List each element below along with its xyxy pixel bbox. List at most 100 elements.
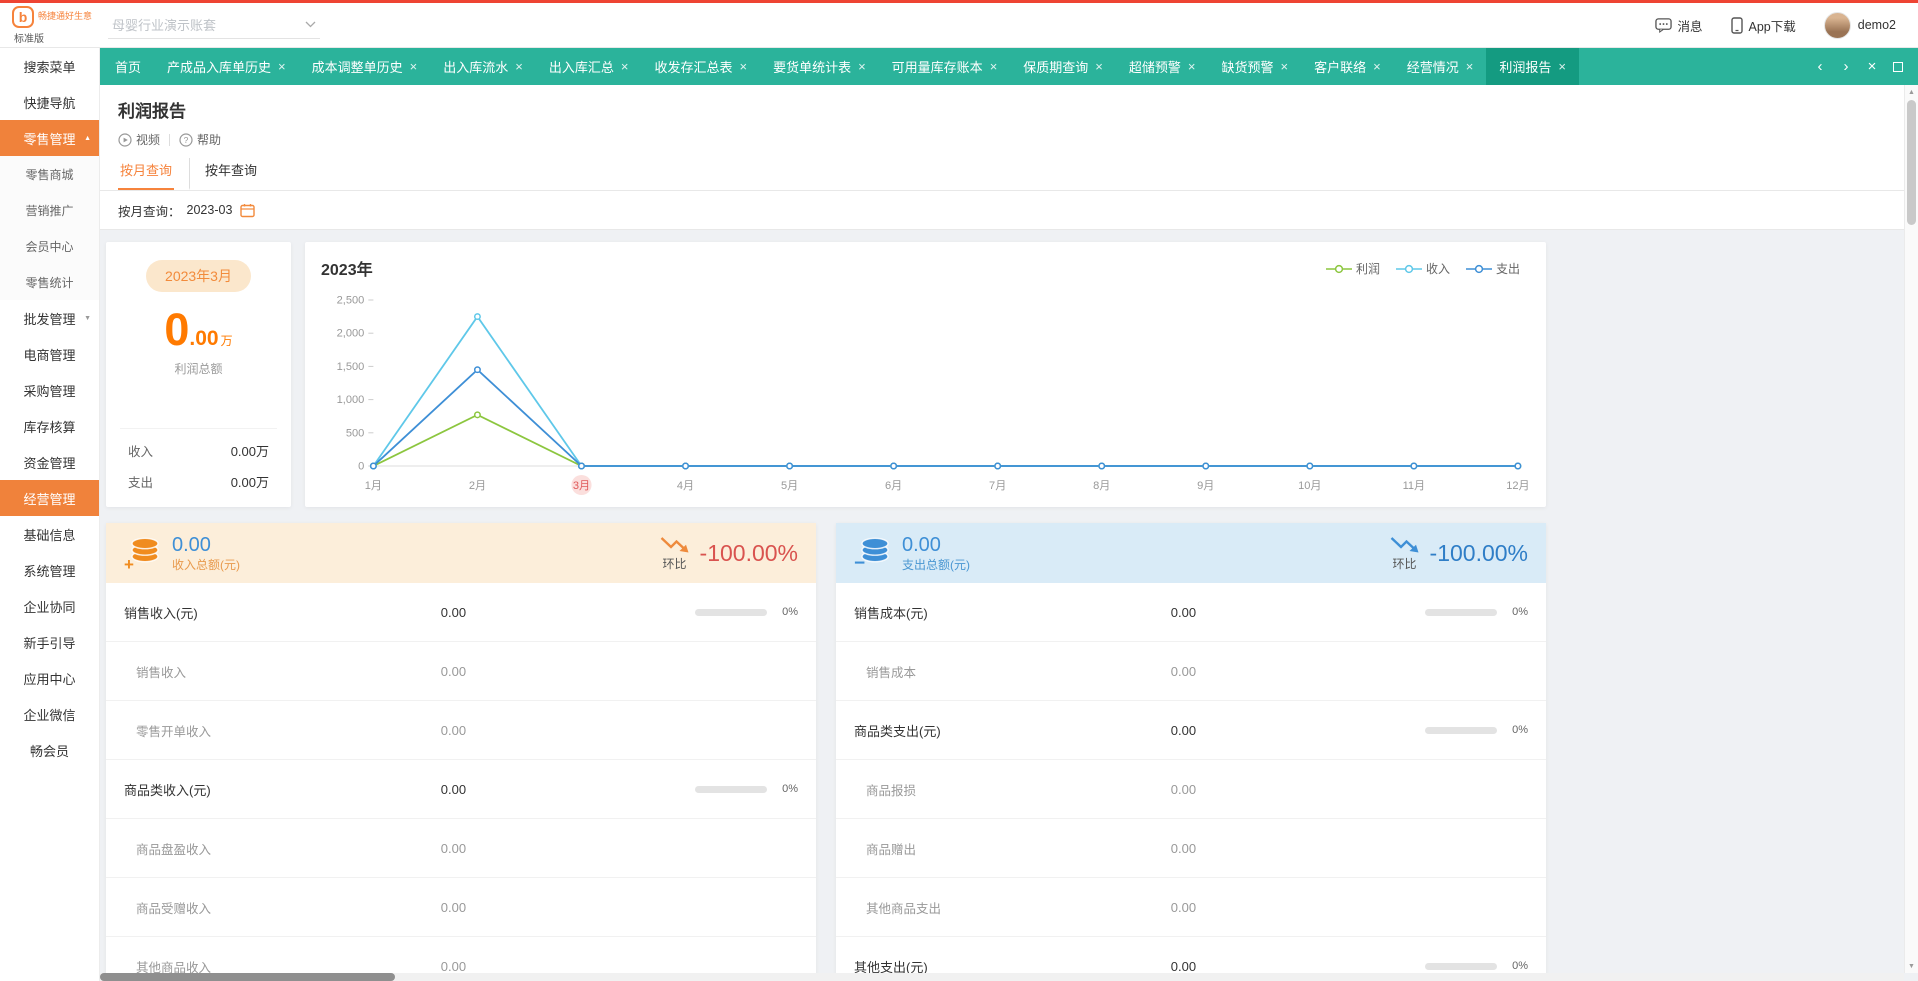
- query-tab-label: 按年查询: [205, 163, 258, 178]
- workspace-tab[interactable]: 要货单统计表 ×: [760, 48, 879, 85]
- sidebar-item-label: 企业微信: [23, 707, 76, 723]
- workspace-tab[interactable]: 超储预警 ×: [1116, 48, 1209, 85]
- legend-item[interactable]: 利润: [1325, 260, 1380, 277]
- tab-close-icon[interactable]: ×: [1558, 59, 1566, 74]
- tab-close-icon[interactable]: ×: [858, 59, 866, 74]
- sidebar-item[interactable]: 新手引导: [0, 624, 99, 660]
- tab-close-icon[interactable]: ×: [620, 59, 629, 74]
- tabs-scroll-right-icon[interactable]: ›: [1843, 58, 1849, 75]
- workspace-tab[interactable]: 出入库流水 ×: [430, 48, 536, 85]
- workspace-tab[interactable]: 收发存汇总表 ×: [641, 48, 760, 85]
- sidebar-item[interactable]: 畅会员: [0, 732, 99, 768]
- horizontal-scroll-thumb[interactable]: [100, 973, 395, 981]
- user-menu[interactable]: demo2: [1823, 11, 1896, 39]
- sidebar-item[interactable]: 零售商城: [0, 156, 99, 192]
- tab-label: 缺货预警: [1221, 60, 1274, 75]
- account-select[interactable]: 母婴行业演示账套: [108, 11, 320, 39]
- chevron-down-icon: [305, 21, 316, 28]
- workspace-tab[interactable]: 利润报告 ×: [1486, 48, 1579, 85]
- profit-total-unit: 万: [220, 334, 233, 349]
- tab-label: 超储预警: [1128, 60, 1181, 75]
- sidebar-item[interactable]: 应用中心: [0, 660, 99, 696]
- workspace-tab[interactable]: 产成品入库单历史 ×: [154, 48, 299, 85]
- sidebar-item[interactable]: 搜索菜单: [0, 48, 99, 84]
- brand-logo[interactable]: b 畅捷通好生意 标准版: [0, 5, 100, 45]
- query-tab[interactable]: 按月查询: [118, 158, 175, 190]
- tab-close-icon[interactable]: ×: [409, 59, 418, 74]
- date-filter-value[interactable]: 2023-03: [186, 203, 233, 218]
- tabs-scroll-left-icon[interactable]: ‹: [1817, 58, 1823, 75]
- row-value: 0.00: [1170, 899, 1197, 915]
- sidebar-item[interactable]: 库存核算: [0, 408, 99, 444]
- sidebar-item[interactable]: 电商管理: [0, 336, 99, 372]
- sidebar-item-label: 新手引导: [23, 635, 76, 651]
- tab-label: 成本调整单历史: [311, 60, 403, 75]
- tab-close-icon[interactable]: ×: [278, 59, 286, 74]
- tab-label: 保质期查询: [1023, 60, 1089, 75]
- tab-label: 收发存汇总表: [654, 60, 733, 75]
- help-link[interactable]: ? 帮助: [179, 131, 221, 148]
- progress-percent: 0%: [782, 606, 798, 619]
- income-total-value: 0.00: [172, 534, 211, 557]
- workspace-tab[interactable]: 客户联络 ×: [1301, 48, 1394, 85]
- sidebar-item[interactable]: 企业微信: [0, 696, 99, 732]
- sidebar-item[interactable]: 基础信息: [0, 516, 99, 552]
- legend-item[interactable]: 收入: [1395, 260, 1450, 277]
- vertical-scroll-thumb[interactable]: [1907, 100, 1916, 225]
- query-tab[interactable]: 按年查询: [189, 158, 259, 190]
- play-circle-icon: [118, 132, 132, 147]
- sidebar-item-label: 企业协同: [23, 599, 76, 615]
- svg-text:1,000: 1,000: [337, 394, 365, 406]
- video-link[interactable]: 视频: [118, 131, 160, 148]
- expense-total-value: 0.00: [902, 534, 941, 557]
- profit-report-page: 利润报告 视频 ? 帮助 按月查询: [100, 85, 1918, 981]
- vertical-scrollbar[interactable]: ▲ ▼: [1904, 85, 1918, 973]
- tab-close-icon[interactable]: ×: [515, 59, 523, 74]
- workspace-tab[interactable]: 首页: [102, 48, 154, 85]
- sidebar-item[interactable]: 批发管理 ▼: [0, 300, 99, 336]
- row-label: 销售成本: [866, 665, 917, 680]
- svg-text:5月: 5月: [781, 480, 798, 492]
- tab-close-icon[interactable]: ×: [1373, 59, 1381, 74]
- sidebar-item[interactable]: 采购管理: [0, 372, 99, 408]
- scroll-down-icon[interactable]: ▼: [1908, 962, 1915, 970]
- account-select-value: 母婴行业演示账套: [112, 18, 217, 33]
- row-label: 商品盘盈收入: [136, 842, 212, 857]
- workspace-tab[interactable]: 经营情况 ×: [1394, 48, 1487, 85]
- expense-detail-row: 商品类支出(元) 0.00 0%: [836, 701, 1546, 761]
- row-progress: 0%: [695, 783, 798, 795]
- tab-close-icon[interactable]: ×: [989, 59, 998, 74]
- sidebar-item[interactable]: 零售管理 ▲: [0, 120, 99, 156]
- app-download-button[interactable]: App下载: [1730, 16, 1796, 35]
- tab-close-icon[interactable]: ×: [1095, 59, 1103, 74]
- fullscreen-icon[interactable]: [1886, 55, 1910, 79]
- legend-item[interactable]: 支出: [1465, 260, 1520, 277]
- tab-close-icon[interactable]: ×: [1465, 59, 1474, 74]
- progress-bar: [1425, 962, 1497, 970]
- trend-down-icon: [1390, 536, 1420, 557]
- tab-close-icon[interactable]: ×: [1187, 59, 1196, 74]
- sidebar-item[interactable]: 企业协同: [0, 588, 99, 624]
- workspace-tab[interactable]: 保质期查询 ×: [1010, 48, 1116, 85]
- tab-close-icon[interactable]: ×: [739, 59, 748, 74]
- tab-close-icon[interactable]: ×: [1280, 59, 1289, 74]
- sidebar-item[interactable]: 快捷导航: [0, 84, 99, 120]
- messages-button[interactable]: 消息: [1654, 16, 1703, 35]
- workspace-tab[interactable]: 可用量库存账本 ×: [879, 48, 1011, 85]
- sidebar-item[interactable]: 经营管理: [0, 480, 99, 516]
- sidebar-item[interactable]: 资金管理: [0, 444, 99, 480]
- workspace-tab[interactable]: 成本调整单历史 ×: [299, 48, 431, 85]
- scroll-up-icon[interactable]: ▲: [1908, 88, 1915, 96]
- calendar-icon[interactable]: [240, 203, 256, 218]
- sidebar-item[interactable]: 营销推广: [0, 192, 99, 228]
- income-card: + 0.00 收入总额(元): [106, 523, 816, 981]
- horizontal-scrollbar[interactable]: [100, 973, 1904, 981]
- sidebar-item[interactable]: 会员中心: [0, 228, 99, 264]
- query-tab-label: 按月查询: [120, 163, 173, 178]
- workspace-tab[interactable]: 出入库汇总 ×: [536, 48, 642, 85]
- tabs-close-all-icon[interactable]: ×: [1867, 58, 1877, 75]
- progress-bar: [1425, 726, 1497, 734]
- workspace-tab[interactable]: 缺货预警 ×: [1209, 48, 1302, 85]
- sidebar-item[interactable]: 系统管理: [0, 552, 99, 588]
- sidebar-item[interactable]: 零售统计: [0, 264, 99, 300]
